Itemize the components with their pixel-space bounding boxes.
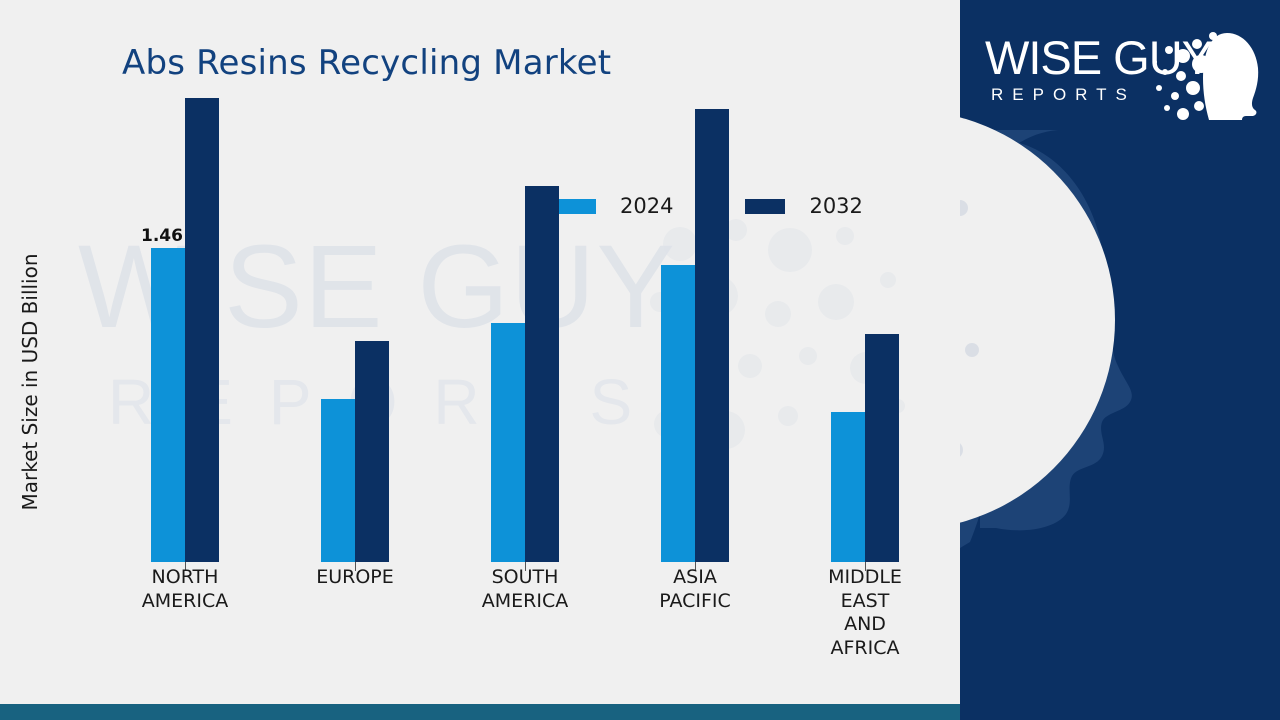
bar-value-label: 1.46 <box>141 226 183 247</box>
legend-item-2032[interactable]: 2032 <box>745 194 863 218</box>
legend-item-2024[interactable]: 2024 <box>556 194 673 218</box>
legend-label-2024: 2024 <box>620 194 674 218</box>
x-axis-tick <box>355 562 356 571</box>
x-axis-tick <box>695 562 696 571</box>
bar-2032-asia-pacific[interactable] <box>695 108 729 562</box>
chart-plot-area: Market Size in USD Billion 2024 2032 1.4… <box>18 97 902 659</box>
legend-label-2032: 2032 <box>809 194 863 218</box>
x-axis-category-label: ASIA PACIFIC <box>659 566 731 612</box>
bar-2024-south-america[interactable] <box>491 323 525 562</box>
x-axis-tick <box>865 562 866 571</box>
legend-swatch-2032 <box>745 198 786 214</box>
x-axis-category-label: EUROPE <box>316 566 394 588</box>
brand-logo-tagline: REPORTS <box>991 85 1136 104</box>
bar-2024-asia-pacific[interactable] <box>661 265 695 562</box>
chart-legend: 2024 2032 <box>556 194 863 218</box>
bar-2024-middle-east-and-africa[interactable] <box>831 411 865 562</box>
brand-head-icon <box>1153 32 1259 120</box>
bar-2032-europe[interactable] <box>355 340 389 562</box>
x-axis-tick <box>525 562 526 571</box>
x-axis-tick <box>185 562 186 571</box>
bar-2032-middle-east-and-africa[interactable] <box>865 334 899 562</box>
bar-2032-north-america[interactable] <box>185 97 219 562</box>
x-axis-category-label: SOUTH AMERICA <box>481 566 569 612</box>
bar-2024-europe[interactable] <box>321 398 355 562</box>
brand-logo[interactable]: WISE GUY REPORTS <box>985 32 1260 120</box>
x-axis-category-label: NORTH AMERICA <box>141 566 229 612</box>
x-axis-category-label: MIDDLE EAST AND AFRICA <box>828 566 902 659</box>
bar-2024-north-america[interactable] <box>151 248 185 562</box>
brand-panel-dots-icon <box>960 200 979 457</box>
bar-2032-south-america[interactable] <box>525 185 559 562</box>
brand-logo-wordmark: WISE GUY <box>985 31 1213 84</box>
bottom-accent-strip <box>0 704 960 720</box>
bar-series-container: 1.46 NORTH AMERICA EUROPE SOUTH AMERICA ASIA… <box>141 97 902 659</box>
legend-swatch-2024 <box>556 198 596 214</box>
page-title: Abs Resins Recycling Market <box>122 43 612 83</box>
